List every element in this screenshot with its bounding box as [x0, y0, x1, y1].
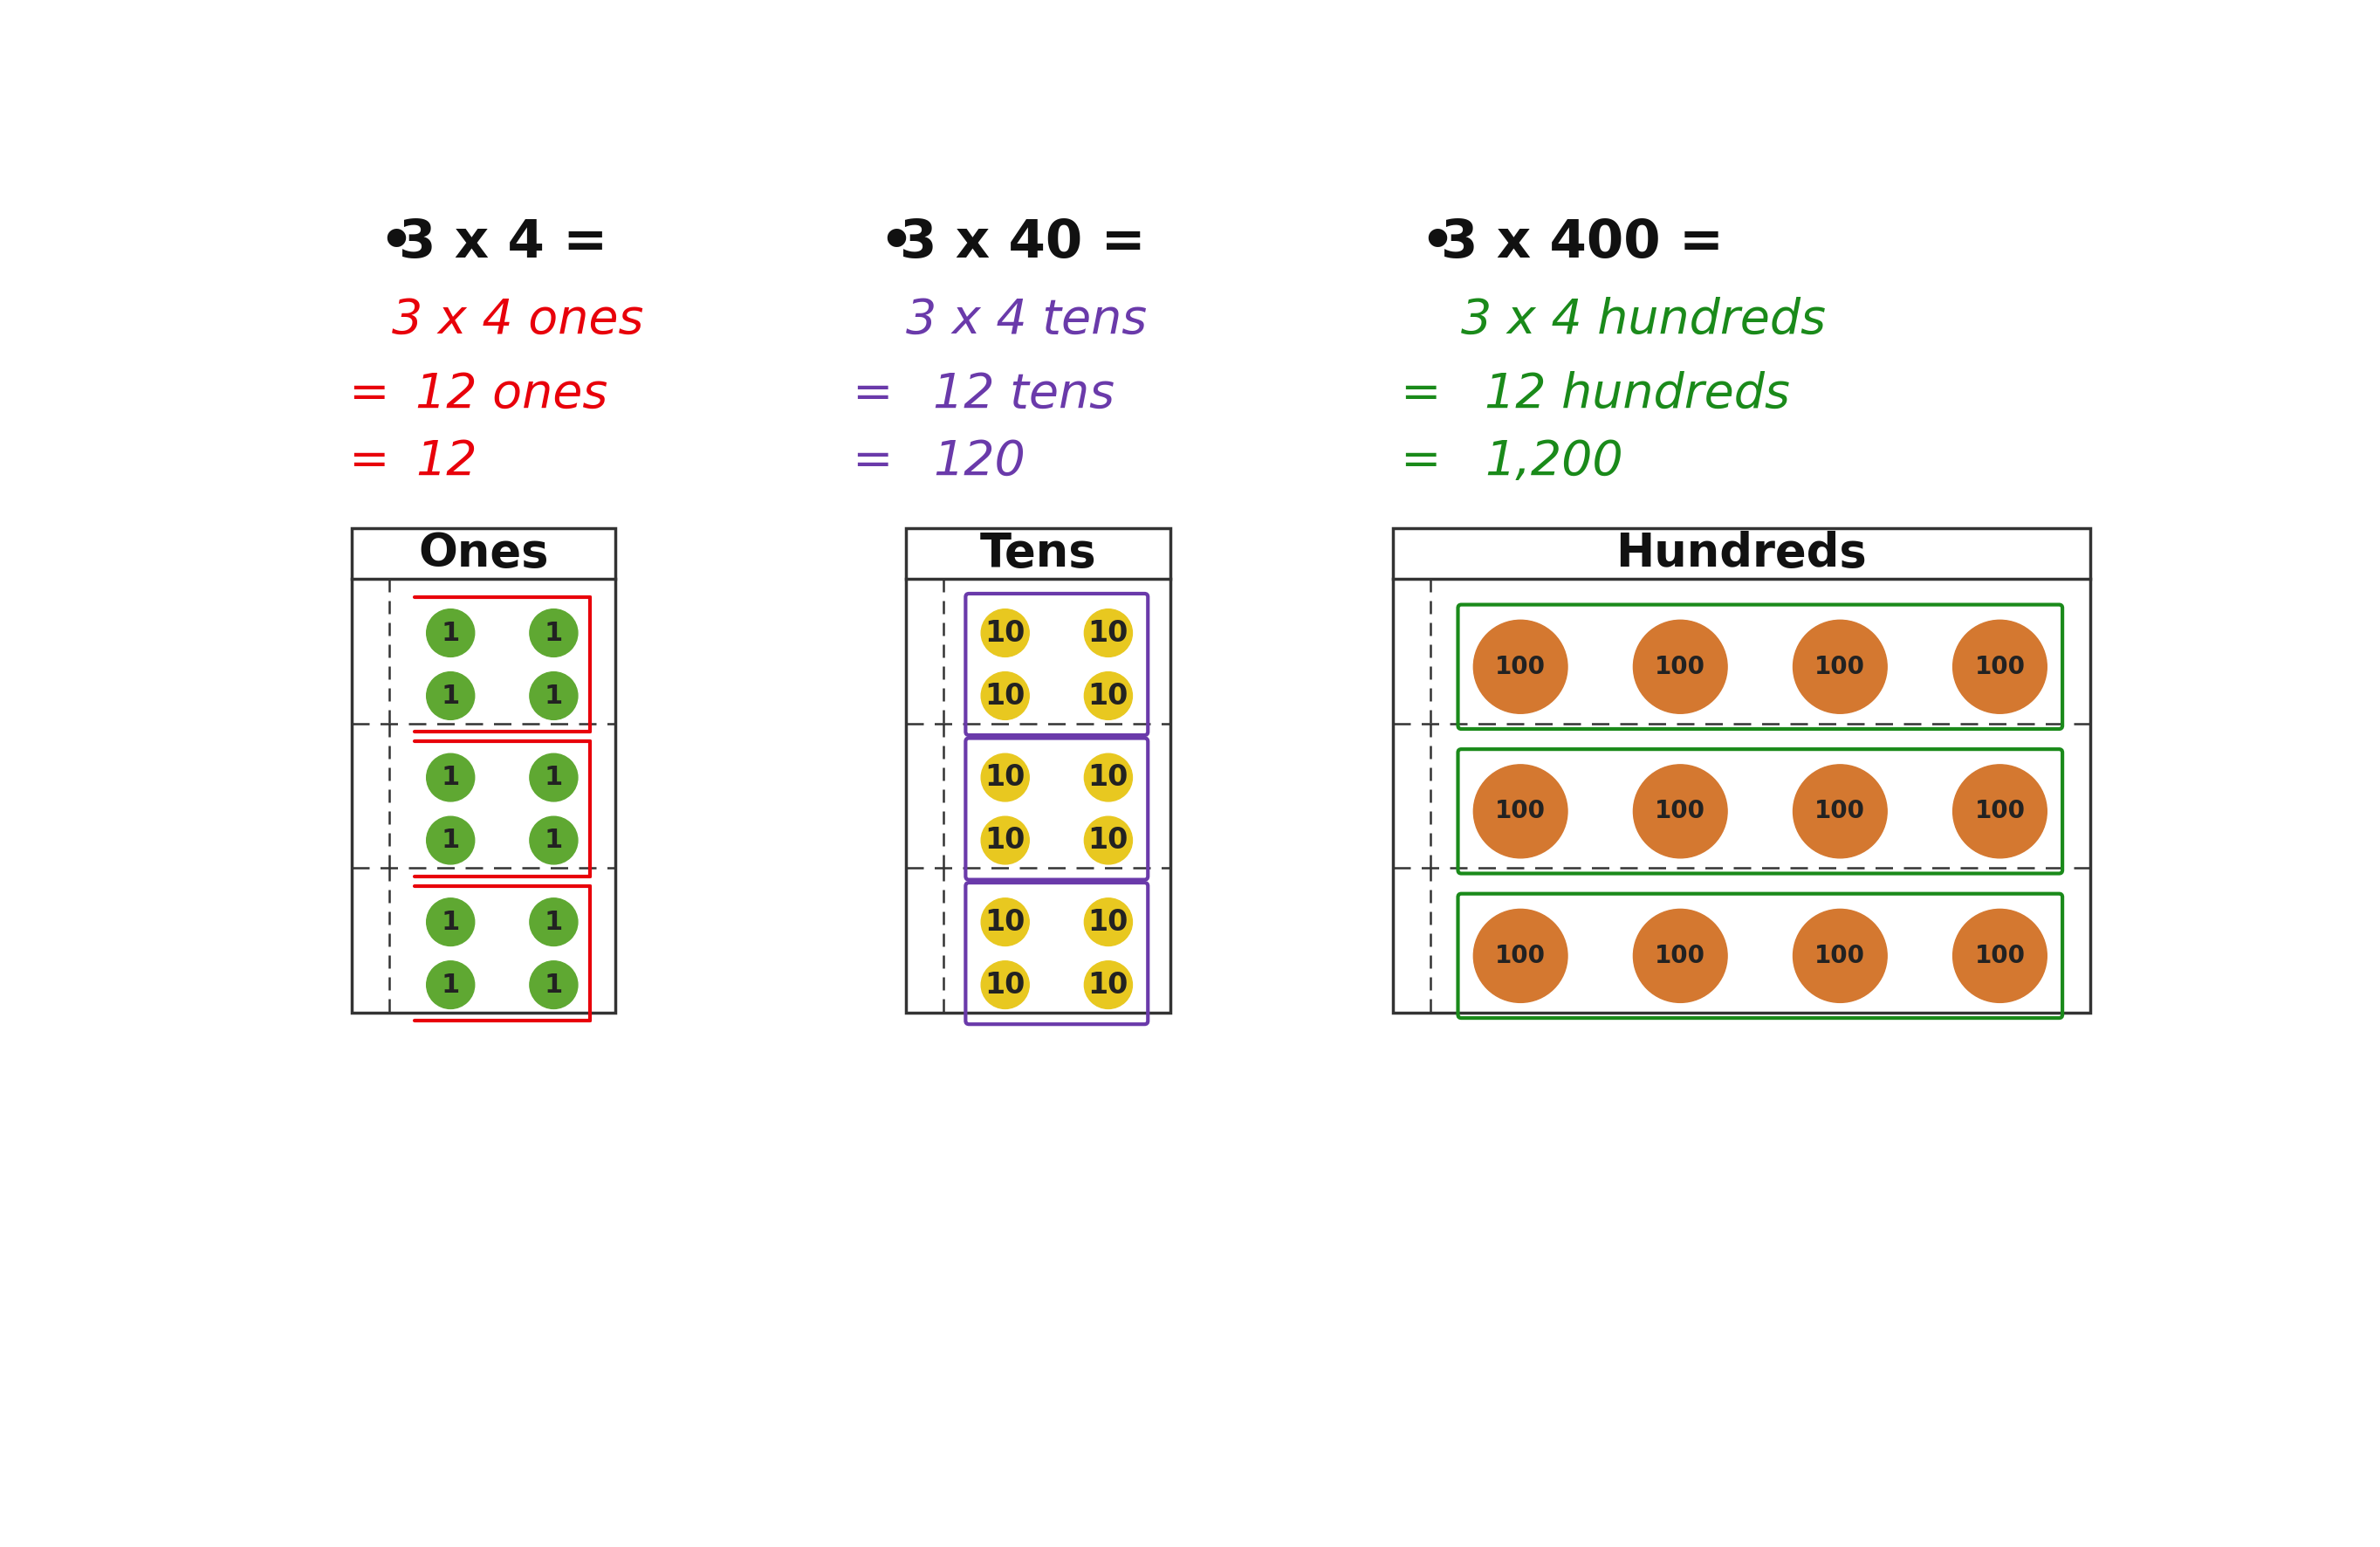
Text: 100: 100: [1975, 800, 2025, 823]
Circle shape: [1954, 910, 2047, 1002]
Text: Hundreds: Hundreds: [1616, 531, 1868, 577]
Circle shape: [531, 671, 578, 719]
Circle shape: [1085, 753, 1133, 801]
Text: 100: 100: [1495, 654, 1545, 679]
Circle shape: [531, 817, 578, 865]
Text: 1: 1: [440, 764, 459, 791]
Text: 100: 100: [1654, 654, 1706, 679]
Circle shape: [981, 610, 1028, 657]
Circle shape: [1954, 764, 2047, 859]
Circle shape: [981, 753, 1028, 801]
Text: 12 tens: 12 tens: [933, 371, 1114, 418]
Bar: [907, 529, 1171, 1012]
Text: 100: 100: [1495, 944, 1545, 968]
Text: 1: 1: [545, 684, 564, 709]
Circle shape: [1473, 910, 1568, 1002]
Circle shape: [426, 899, 474, 945]
Text: 100: 100: [1816, 654, 1866, 679]
Circle shape: [531, 899, 578, 945]
Text: 3 x 4 =: 3 x 4 =: [400, 217, 607, 269]
Text: 10: 10: [1088, 681, 1128, 710]
Text: =: =: [347, 371, 388, 418]
Text: 10: 10: [985, 763, 1026, 792]
Circle shape: [1633, 620, 1728, 713]
Text: 1: 1: [440, 972, 459, 998]
Text: 10: 10: [1088, 619, 1128, 647]
Text: 1: 1: [440, 828, 459, 852]
Text: 1: 1: [440, 910, 459, 934]
Circle shape: [1085, 961, 1133, 1009]
Text: •: •: [878, 217, 914, 269]
Text: 1: 1: [545, 620, 564, 645]
Text: 1: 1: [440, 620, 459, 645]
Text: 100: 100: [1654, 944, 1706, 968]
Text: 100: 100: [1816, 944, 1866, 968]
Text: 12: 12: [416, 438, 478, 484]
Text: 100: 100: [1975, 944, 2025, 968]
Text: 100: 100: [1495, 800, 1545, 823]
Text: 3 x 4 tens: 3 x 4 tens: [907, 297, 1147, 343]
Text: Tens: Tens: [981, 531, 1097, 577]
Text: =: =: [1399, 438, 1440, 484]
Circle shape: [1954, 620, 2047, 713]
Text: 1: 1: [545, 972, 564, 998]
Text: •: •: [378, 217, 412, 269]
Text: 120: 120: [933, 438, 1026, 484]
Text: 1: 1: [545, 828, 564, 852]
Circle shape: [426, 961, 474, 1009]
Circle shape: [981, 961, 1028, 1009]
Text: 3 x 400 =: 3 x 400 =: [1440, 217, 1723, 269]
Text: 1: 1: [545, 764, 564, 791]
Text: =: =: [852, 371, 892, 418]
Circle shape: [531, 610, 578, 657]
Circle shape: [426, 610, 474, 657]
Text: 100: 100: [1654, 800, 1706, 823]
Circle shape: [1085, 610, 1133, 657]
Circle shape: [426, 817, 474, 865]
Text: 3 x 4 hundreds: 3 x 4 hundreds: [1461, 297, 1825, 343]
Circle shape: [1085, 671, 1133, 719]
Text: 10: 10: [1088, 970, 1128, 999]
Text: 10: 10: [1088, 908, 1128, 936]
Text: 3 x 40 =: 3 x 40 =: [900, 217, 1145, 269]
Text: 10: 10: [985, 970, 1026, 999]
Circle shape: [1633, 910, 1728, 1002]
Circle shape: [1792, 620, 1887, 713]
Bar: [1392, 529, 2090, 1012]
Text: =: =: [852, 438, 892, 484]
Text: •: •: [1421, 217, 1454, 269]
Circle shape: [981, 817, 1028, 865]
Circle shape: [1792, 764, 1887, 859]
Text: 1,200: 1,200: [1485, 438, 1623, 484]
Text: =: =: [347, 438, 388, 484]
Text: 10: 10: [1088, 826, 1128, 855]
Text: 100: 100: [1975, 654, 2025, 679]
Text: 3 x 4 ones: 3 x 4 ones: [393, 297, 645, 343]
Text: 12 ones: 12 ones: [416, 371, 609, 418]
Circle shape: [1633, 764, 1728, 859]
Text: 12 hundreds: 12 hundreds: [1485, 371, 1790, 418]
Text: 10: 10: [985, 908, 1026, 936]
Circle shape: [1085, 817, 1133, 865]
Circle shape: [1792, 910, 1887, 1002]
Bar: [352, 529, 616, 1012]
Circle shape: [1085, 899, 1133, 945]
Circle shape: [981, 671, 1028, 719]
Circle shape: [531, 753, 578, 801]
Circle shape: [531, 961, 578, 1009]
Circle shape: [1473, 764, 1568, 859]
Circle shape: [1473, 620, 1568, 713]
Text: 10: 10: [985, 681, 1026, 710]
Text: Ones: Ones: [419, 531, 550, 577]
Text: 10: 10: [985, 619, 1026, 647]
Text: 10: 10: [985, 826, 1026, 855]
Text: 1: 1: [440, 684, 459, 709]
Circle shape: [981, 899, 1028, 945]
Text: 10: 10: [1088, 763, 1128, 792]
Text: =: =: [1399, 371, 1440, 418]
Text: 100: 100: [1816, 800, 1866, 823]
Circle shape: [426, 753, 474, 801]
Text: 1: 1: [545, 910, 564, 934]
Circle shape: [426, 671, 474, 719]
